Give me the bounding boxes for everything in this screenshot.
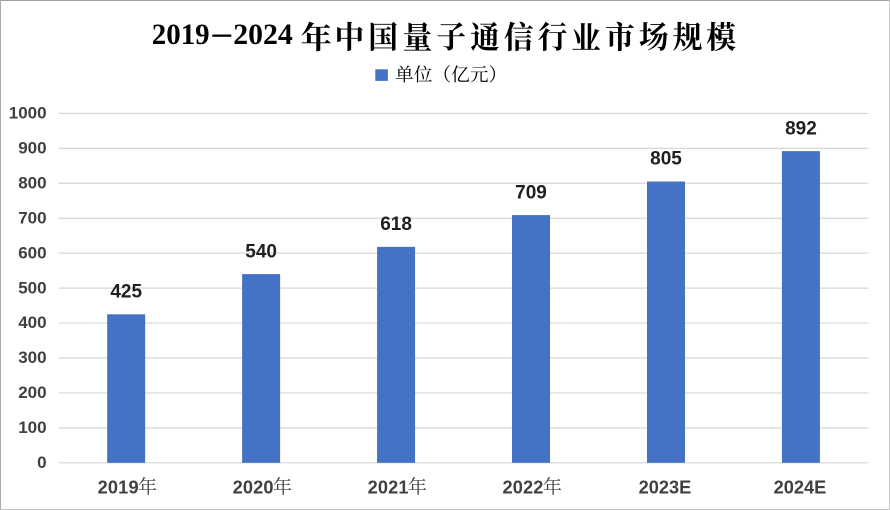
svg-text:709: 709	[515, 182, 547, 203]
svg-text:2024E: 2024E	[774, 477, 827, 497]
svg-text:618: 618	[380, 214, 412, 235]
svg-text:700: 700	[18, 208, 46, 227]
svg-text:0: 0	[37, 453, 46, 472]
svg-text:805: 805	[650, 149, 682, 170]
svg-text:200: 200	[18, 383, 46, 402]
svg-text:892: 892	[785, 118, 817, 139]
svg-text:2022: 2022	[503, 477, 544, 497]
svg-text:100: 100	[18, 418, 46, 437]
svg-text:425: 425	[110, 282, 142, 303]
svg-text:2019: 2019	[152, 18, 210, 51]
svg-text:2021: 2021	[368, 477, 409, 497]
svg-text:2024: 2024	[233, 18, 293, 51]
svg-text:1000: 1000	[9, 104, 47, 123]
svg-text:300: 300	[18, 348, 46, 367]
svg-text:500: 500	[18, 278, 46, 297]
svg-text:2023E: 2023E	[639, 477, 692, 497]
svg-text:2019: 2019	[98, 477, 139, 497]
svg-text:800: 800	[18, 173, 46, 192]
svg-text:600: 600	[18, 243, 46, 262]
svg-text:400: 400	[18, 313, 46, 332]
svg-text:540: 540	[245, 241, 277, 262]
svg-text:900: 900	[18, 139, 46, 158]
svg-text:2020: 2020	[233, 477, 274, 497]
